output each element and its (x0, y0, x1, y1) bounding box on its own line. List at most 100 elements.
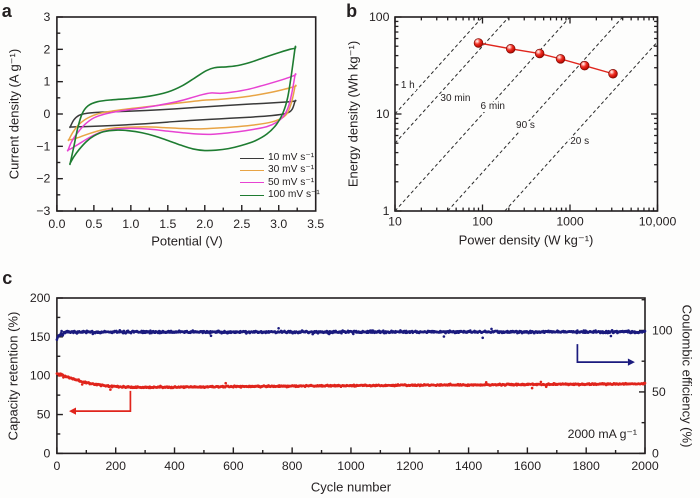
data-point-marker (608, 68, 618, 79)
time-guide-label: 1 h (399, 79, 416, 91)
x-tick-label: 800 (282, 459, 303, 473)
x-tick-label: 3.5 (307, 217, 324, 231)
panel-c-right-y-axis-title: Coulombic efficiency (%) (679, 304, 695, 448)
time-guide-label: 6 min (479, 101, 506, 113)
series-axis-arrow (76, 390, 132, 412)
legend-label: 10 mV s⁻¹ (268, 152, 315, 164)
data-dot (277, 327, 280, 330)
panel-b-y-axis-title: Energy density (Wh kg⁻¹) (345, 40, 361, 188)
y-tick-label: 0 (652, 446, 659, 460)
data-dot (382, 329, 385, 333)
legend-row: 10 mV s⁻¹ (240, 152, 320, 164)
x-tick-label: 0.5 (85, 217, 102, 231)
x-tick-label: 1400 (455, 459, 483, 473)
panel-c-left-y-axis-title: Capacity retention (%) (5, 311, 21, 441)
x-tick-label: 600 (223, 459, 244, 473)
x-tick-label: 1.5 (159, 217, 176, 231)
x-tick-label: 2000 (631, 459, 659, 473)
legend-row: 30 mV s⁻¹ (240, 164, 320, 176)
ragone-line (478, 42, 614, 75)
panel-a-letter: a (1, 0, 12, 21)
panel-b-letter: b (346, 0, 358, 21)
legend-label: 50 mV s⁻¹ (268, 176, 315, 188)
legend-line-swatch (240, 194, 264, 196)
y-tick-label: 0 (44, 446, 51, 460)
data-dot (490, 327, 493, 331)
x-tick-label: 10,000 (639, 215, 677, 229)
cv-curve (67, 84, 297, 142)
y-tick-label: 50 (652, 385, 666, 399)
x-tick-label: 200 (105, 459, 126, 473)
data-point-marker (473, 38, 484, 48)
data-point-marker (555, 54, 566, 64)
y-tick-label: 2 (44, 42, 51, 56)
x-tick-label: 2.5 (233, 217, 250, 231)
legend-label: 30 mV s⁻¹ (268, 164, 315, 176)
time-guide-label: 30 min (439, 92, 472, 104)
data-dot (80, 383, 84, 386)
cv-curve (69, 99, 297, 129)
x-tick-label: 1800 (573, 459, 601, 473)
axes-frame (56, 297, 646, 455)
panel-c-x-axis-title: Cycle number (310, 479, 392, 495)
data-dot (481, 336, 485, 340)
panel-a-x-axis-title: Potential (V) (151, 233, 223, 249)
data-dot (484, 381, 488, 384)
x-tick-label: 400 (164, 459, 185, 473)
data-dot (539, 380, 543, 384)
y-tick-label: −1 (36, 139, 50, 153)
y-tick-label: 50 (37, 408, 51, 422)
legend-row: 50 mV s⁻¹ (240, 177, 320, 189)
time-guide-label: 20 s (569, 135, 591, 147)
data-dot (109, 388, 112, 391)
time-guide-line (504, 41, 658, 212)
panel-a-y-axis-title: Current density (A g⁻¹) (6, 48, 22, 180)
panel-c-letter: c (2, 268, 13, 289)
arrow-head (627, 358, 635, 366)
x-tick-label: 2.0 (196, 217, 213, 231)
data-dot (340, 331, 343, 335)
data-dot (643, 329, 647, 333)
x-tick-label: 1600 (514, 459, 542, 473)
data-dot (224, 381, 227, 385)
y-tick-label: 1 (44, 75, 51, 89)
panel-a-legend: 10 mV s⁻¹ 30 mV s⁻¹ 50 mV s⁻¹ 100 mV s⁻¹ (240, 152, 320, 202)
data-dot (530, 386, 534, 390)
data-dot (544, 385, 548, 389)
time-guide-label: 90 s (515, 119, 536, 131)
y-tick-label: 100 (369, 10, 390, 24)
legend-line-swatch (240, 182, 264, 184)
y-tick-label: 3 (44, 10, 51, 24)
current-density-annotation: 2000 mA g⁻¹ (567, 426, 637, 441)
legend-row: 100 mV s⁻¹ (240, 189, 320, 201)
arrow-head (69, 407, 76, 415)
time-guide-line (447, 16, 624, 212)
y-tick-label: −2 (36, 172, 50, 186)
time-guide-line (394, 16, 483, 115)
legend-label: 100 mV s⁻¹ (268, 189, 320, 201)
x-tick-label: 100 (472, 215, 493, 229)
x-tick-label: 1.0 (122, 217, 139, 231)
series-axis-arrow (576, 344, 628, 363)
y-tick-label: 100 (30, 369, 51, 383)
panel-b-x-axis-title: Power density (W kg⁻¹) (458, 232, 594, 248)
legend-line-swatch (240, 170, 264, 172)
data-dot (209, 334, 213, 338)
cv-curve (69, 45, 297, 166)
x-tick-label: 1000 (556, 215, 584, 229)
x-tick-label: 1000 (337, 459, 365, 473)
legend-line-swatch (240, 157, 264, 159)
x-tick-label: 3.0 (270, 217, 287, 231)
y-tick-label: 1 (383, 204, 390, 218)
x-tick-label: 1200 (396, 459, 424, 473)
y-tick-label: 10 (376, 107, 390, 121)
data-dot (609, 334, 613, 338)
x-tick-label: 0.0 (48, 217, 65, 231)
cv-curve (66, 73, 297, 152)
time-guide-line (394, 16, 510, 144)
data-point-marker (579, 60, 590, 71)
axes-frame (394, 16, 659, 212)
data-dot (643, 381, 647, 385)
